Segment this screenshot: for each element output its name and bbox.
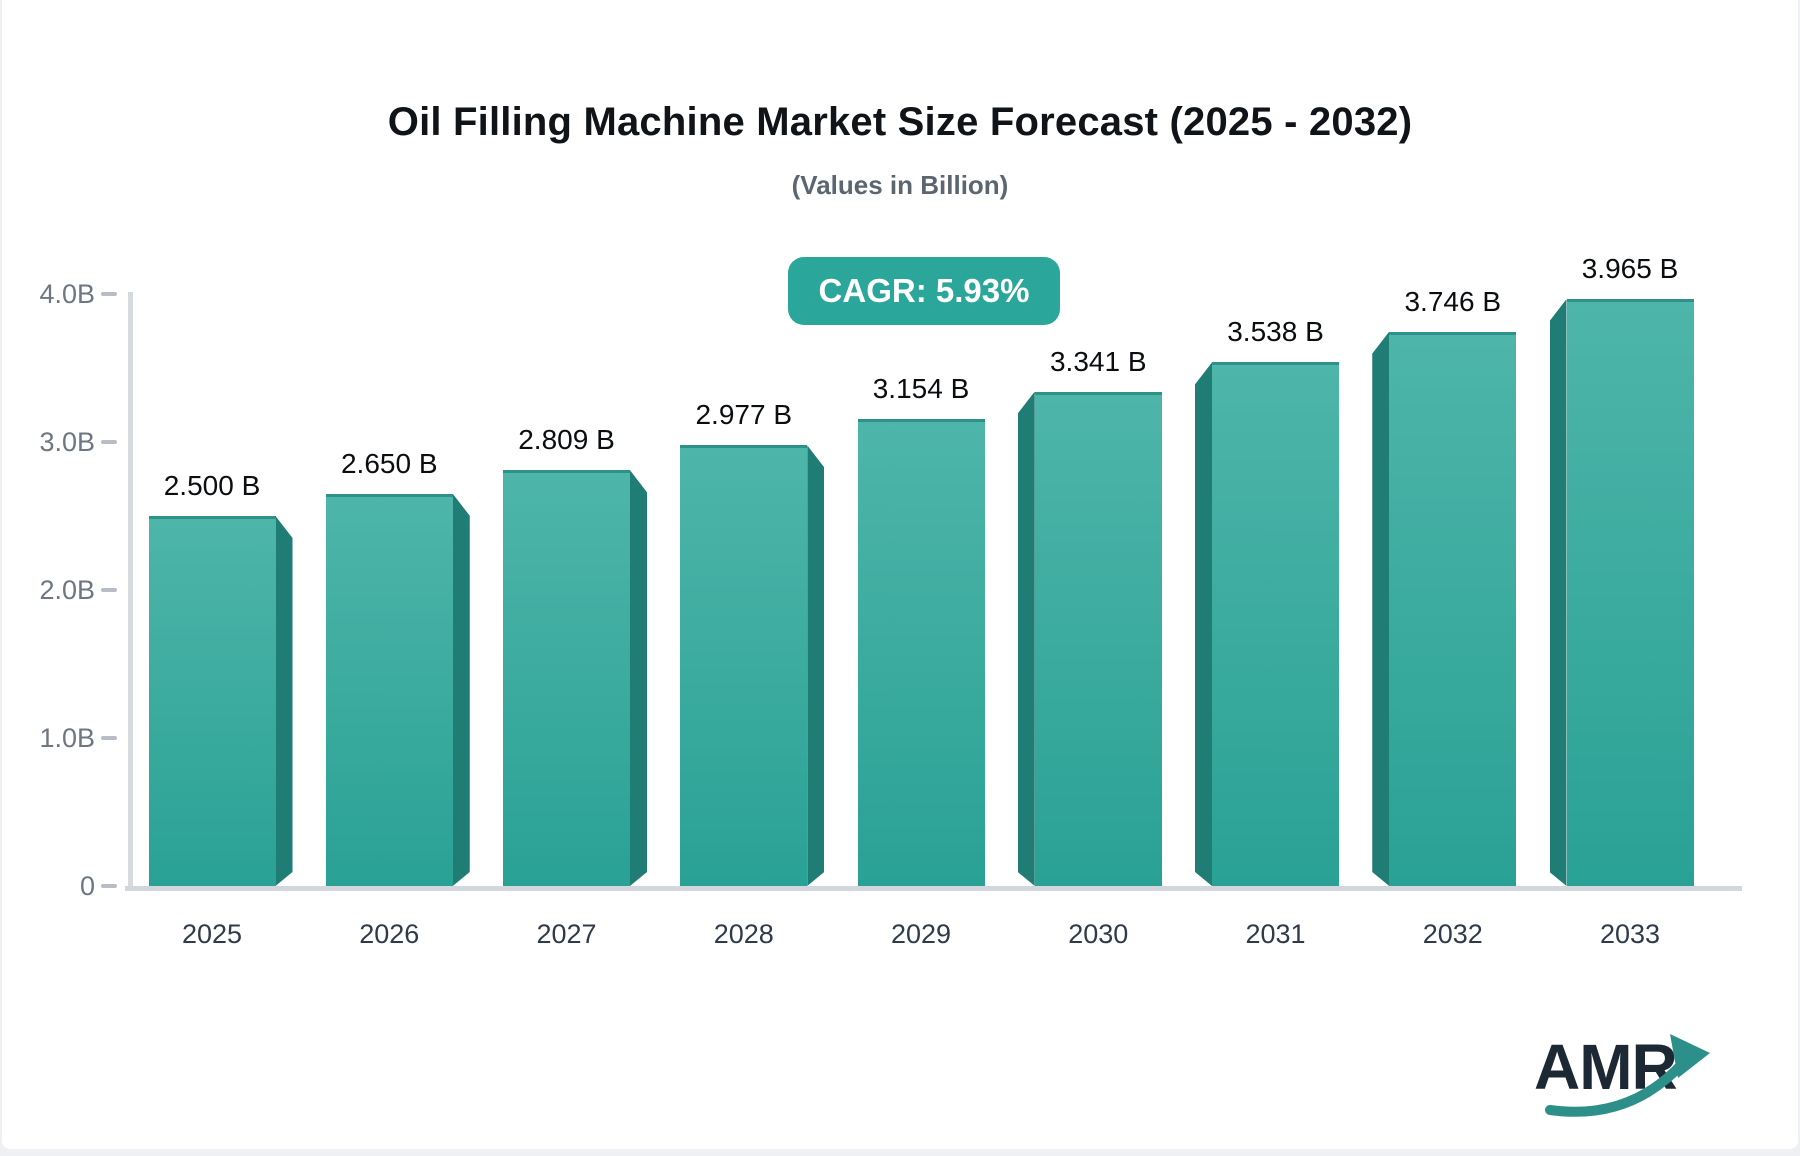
bar-3d-side [1018, 392, 1035, 886]
bar-value-label: 2.650 B [340, 447, 438, 479]
bar-2032 [1389, 331, 1517, 886]
bar-3d-side [630, 470, 647, 886]
cagr-badge: CAGR: 5.93% [788, 257, 1060, 325]
page-subtitle: (Values in Billion) [791, 170, 1009, 200]
bar-value-label: 2.977 B [695, 399, 793, 431]
bar-2027 [503, 470, 630, 886]
x-axis-label-2028: 2028 [713, 919, 774, 949]
bar-value-label: 3.538 B [1227, 316, 1324, 348]
y-axis-tick-mark [101, 440, 117, 444]
bar-3d-side [1550, 299, 1567, 886]
y-axis-tick-label: 2.0B [39, 575, 95, 605]
x-axis-label-2029: 2029 [890, 919, 952, 949]
x-axis-label-2030: 2030 [1068, 919, 1129, 949]
bar-value-label: 2.809 B [518, 424, 615, 456]
x-axis-label-2025: 2025 [181, 919, 243, 949]
y-axis-tick-label: 0 [79, 871, 95, 901]
y-axis-tick-label: 3.0B [39, 427, 95, 457]
amr-logo: AMR [1528, 1030, 1728, 1130]
x-axis-line [125, 886, 1742, 891]
cagr-badge-label: CAGR: 5.93% [818, 272, 1030, 309]
bar-value-label: 2.500 B [163, 470, 261, 501]
y-axis-tick-label: 4.0B [39, 279, 95, 309]
bar-value-label: 3.341 B [1049, 345, 1147, 377]
page-title: Oil Filling Machine Market Size Forecast… [387, 100, 1413, 144]
bar-2033 [1566, 299, 1694, 886]
x-axis-label-2026: 2026 [359, 919, 420, 949]
bar-2030 [1034, 391, 1162, 886]
y-axis-tick-mark [101, 736, 117, 740]
y-axis-tick-mark [101, 292, 117, 296]
bar-value-label: 3.965 B [1581, 253, 1679, 285]
bar-3d-side [807, 445, 824, 886]
bar-3d-side [1372, 332, 1389, 886]
bar-3d-side [276, 516, 293, 886]
y-axis-tick-mark [101, 588, 117, 592]
bar-value-label: 3.746 B [1404, 285, 1502, 317]
y-axis-line [128, 292, 133, 891]
bar-2028 [680, 445, 808, 886]
bar-2029 [857, 419, 985, 886]
x-axis-label-2032: 2032 [1422, 919, 1483, 949]
y-axis-tick-mark [101, 884, 117, 888]
y-axis-tick-label: 1.0B [39, 723, 95, 753]
x-axis-label-2027: 2027 [536, 919, 597, 949]
bar-2025 [148, 516, 276, 886]
bar-2026 [325, 493, 453, 886]
bar-2031 [1212, 362, 1339, 886]
growth-arrow-icon [1545, 1034, 1710, 1117]
x-axis-label-2031: 2031 [1245, 919, 1306, 949]
x-axis-label-2033: 2033 [1599, 919, 1661, 949]
bar-value-label: 3.154 B [872, 373, 970, 405]
bar-3d-side [453, 494, 470, 886]
bar-3d-side [1195, 362, 1212, 886]
